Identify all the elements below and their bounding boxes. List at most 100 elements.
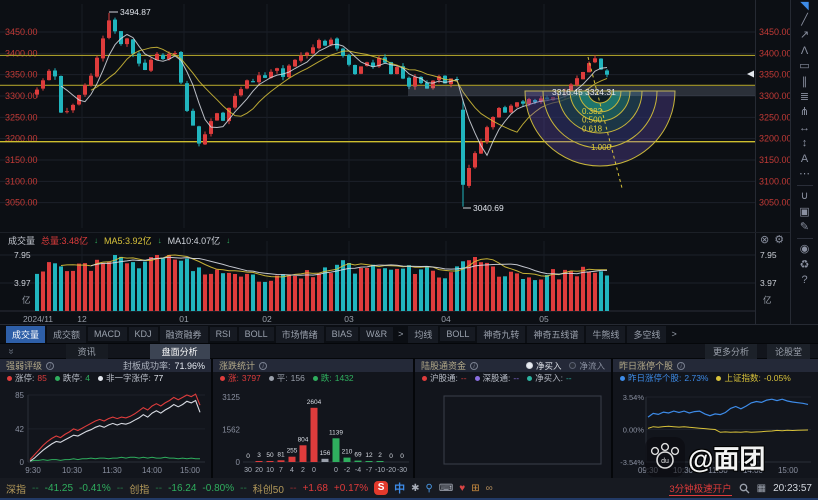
legend-label: 跌停: — [62, 373, 83, 383]
candlestick — [365, 62, 369, 66]
volume-bar — [371, 264, 375, 311]
price-tick-left: 3250.00 — [5, 112, 38, 122]
volume-bar — [107, 262, 111, 311]
volume-bar — [341, 260, 345, 311]
ime-logo-icon[interactable]: S — [374, 481, 389, 495]
radio-unselected[interactable]: 净流入 — [569, 360, 605, 372]
skin-icon[interactable]: ♥ — [459, 482, 466, 494]
help-icon[interactable]: ? — [801, 274, 808, 287]
info-icon[interactable]: i — [259, 361, 268, 370]
tab-turnover[interactable]: 成交额 — [47, 325, 87, 343]
legend-item: 跌停: 4 — [54, 372, 90, 384]
panel-title: 强弱评级 — [6, 361, 43, 371]
candlestick — [269, 71, 273, 78]
legend-item: 涨: 3797 — [220, 372, 261, 384]
copy-tool-icon[interactable]: ▣ — [799, 205, 810, 218]
radio-group: 净买入 净流入 — [525, 360, 605, 372]
horizontal-measure-tool-icon[interactable]: ↔ — [799, 121, 810, 134]
volume-bar — [413, 274, 417, 311]
night-icon[interactable]: ∞ — [485, 482, 493, 494]
candlestick — [593, 58, 597, 63]
volume-chart[interactable]: 7.95 7.95 3.97 3.97 亿 亿 2024/11 12 01 02 03 04 05 — [0, 232, 790, 324]
tab-margin[interactable]: 融资融券 — [159, 325, 208, 343]
polyline-tool-icon[interactable]: Λ — [800, 44, 809, 57]
index-quote-科创50[interactable]: 科创50 -- +1.68 +0.17% — [253, 481, 368, 496]
candlestick — [83, 84, 87, 95]
tab-magic-five[interactable]: 神奇五线谱 — [527, 325, 585, 343]
mic-icon[interactable]: ⚲ — [425, 482, 433, 494]
volume-bar — [395, 268, 399, 311]
price-levels-tool-icon[interactable]: ≣ — [799, 90, 810, 103]
tab-news[interactable]: 资讯 — [65, 343, 108, 359]
tab-scroll-1[interactable]: > — [398, 329, 404, 339]
apps-grid-icon[interactable]: ▦ — [756, 482, 767, 494]
candlestick — [401, 66, 405, 79]
info-icon[interactable]: i — [470, 361, 479, 370]
radio-selected[interactable]: 净买入 — [525, 360, 561, 372]
text-tool-icon[interactable]: A — [800, 152, 809, 165]
info-icon[interactable]: i — [46, 361, 55, 370]
tab-volume[interactable]: 成交量 — [6, 325, 46, 343]
northbound-chart[interactable] — [415, 384, 609, 478]
index-quote-创指[interactable]: 创指 -- -16.24 -0.80% -- — [129, 481, 246, 496]
legend-value: 77 — [153, 373, 164, 383]
more-analysis-link[interactable]: 更多分析 — [704, 343, 757, 359]
magnet-tool-icon[interactable]: ∪ — [800, 190, 809, 203]
tab-bull-bear[interactable]: 牛熊线 — [586, 325, 626, 343]
close-icon[interactable]: ⊗ — [760, 234, 770, 246]
visibility-icon[interactable]: ◉ — [799, 243, 810, 256]
gann-fan-tool-icon[interactable]: ⋔ — [799, 106, 810, 119]
search-icon[interactable] — [739, 483, 750, 494]
rectangle-tool-icon[interactable]: ▭ — [799, 60, 810, 73]
volume-bar — [299, 278, 303, 311]
open-account-link[interactable]: 3分钟极速开户 — [669, 481, 732, 496]
toolbar-collapse-icon[interactable]: ◥ — [800, 0, 809, 12]
yesterday-limit-chart[interactable]: 3.54% 0.00% -3.54%09:30 10:30 11:30 14:00 15:0… — [613, 384, 816, 478]
vol-x-label: 2024/11 — [23, 314, 53, 324]
tab-rsi[interactable]: RSI — [209, 327, 237, 341]
tab-bias[interactable]: BIAS — [325, 327, 359, 341]
index-quote-深指[interactable]: 深指 -- -41.25 -0.41% -- — [6, 481, 123, 496]
tab-boll[interactable]: BOLL — [238, 327, 274, 341]
price-tick-right: 3300.00 — [759, 91, 790, 101]
kline-chart[interactable]: 3450.00 3450.00 3400.00 3400.00 3350.00 3350.… — [0, 0, 790, 232]
tab-scroll-2[interactable]: > — [671, 329, 677, 339]
tab-magic-nine[interactable]: 神奇九转 — [477, 325, 526, 343]
collapse-panel-icon[interactable]: » — [5, 348, 17, 354]
radio-dot-icon[interactable] — [525, 362, 533, 369]
tab-market-analysis[interactable]: 盘面分析 — [149, 343, 210, 359]
keyboard-icon[interactable]: ⌨ — [438, 482, 454, 494]
ime-lang-icon[interactable]: 中 — [394, 483, 406, 495]
candlestick — [389, 62, 393, 75]
candlestick — [599, 58, 603, 70]
trend-line-tool-icon[interactable]: ↗ — [799, 29, 810, 42]
info-icon[interactable]: i — [677, 361, 686, 370]
delete-drawing-icon[interactable]: ♻ — [799, 258, 810, 271]
radio-dot-icon[interactable] — [569, 362, 577, 369]
pen-icon[interactable]: ✱ — [411, 482, 420, 494]
candlestick — [341, 48, 345, 56]
tab-ma[interactable]: 均线 — [408, 325, 439, 343]
stock-forum-link[interactable]: 论股堂 — [766, 343, 810, 359]
updown-bar — [365, 461, 373, 462]
strength-chart[interactable]: 85 42 09:30 10:30 11:30 14:00 15:00 — [0, 384, 211, 478]
tab-kdj[interactable]: KDJ — [128, 327, 158, 341]
vertical-measure-tool-icon[interactable]: ↕ — [801, 137, 808, 150]
line-tool-icon[interactable]: ╱ — [801, 14, 808, 26]
parallel-lines-tool-icon[interactable]: ∥ — [801, 75, 808, 88]
x-label: 11:30 — [708, 466, 728, 475]
updown-chart[interactable]: 3125156200303205010817255480422604015611… — [213, 384, 413, 478]
tab-long-short[interactable]: 多空线 — [627, 325, 667, 343]
tab-wr[interactable]: W&R — [360, 327, 394, 341]
tab-sentiment[interactable]: 市场情绪 — [275, 325, 324, 343]
settings-icon[interactable]: ⚙ — [774, 234, 785, 246]
price-tick-left: 3200.00 — [5, 134, 38, 144]
fib-level-label: 0.382 — [582, 107, 603, 116]
fibonacci-arc[interactable] — [587, 90, 613, 104]
tab-macd[interactable]: MACD — [88, 327, 127, 341]
more-tools-icon[interactable]: ⋯ — [799, 167, 810, 180]
draw-tool-icon[interactable]: ✎ — [799, 221, 810, 234]
volume-bar — [545, 275, 549, 311]
apps-icon[interactable]: ⊞ — [471, 482, 480, 494]
tab-boll-overlay[interactable]: BOLL — [440, 327, 476, 341]
